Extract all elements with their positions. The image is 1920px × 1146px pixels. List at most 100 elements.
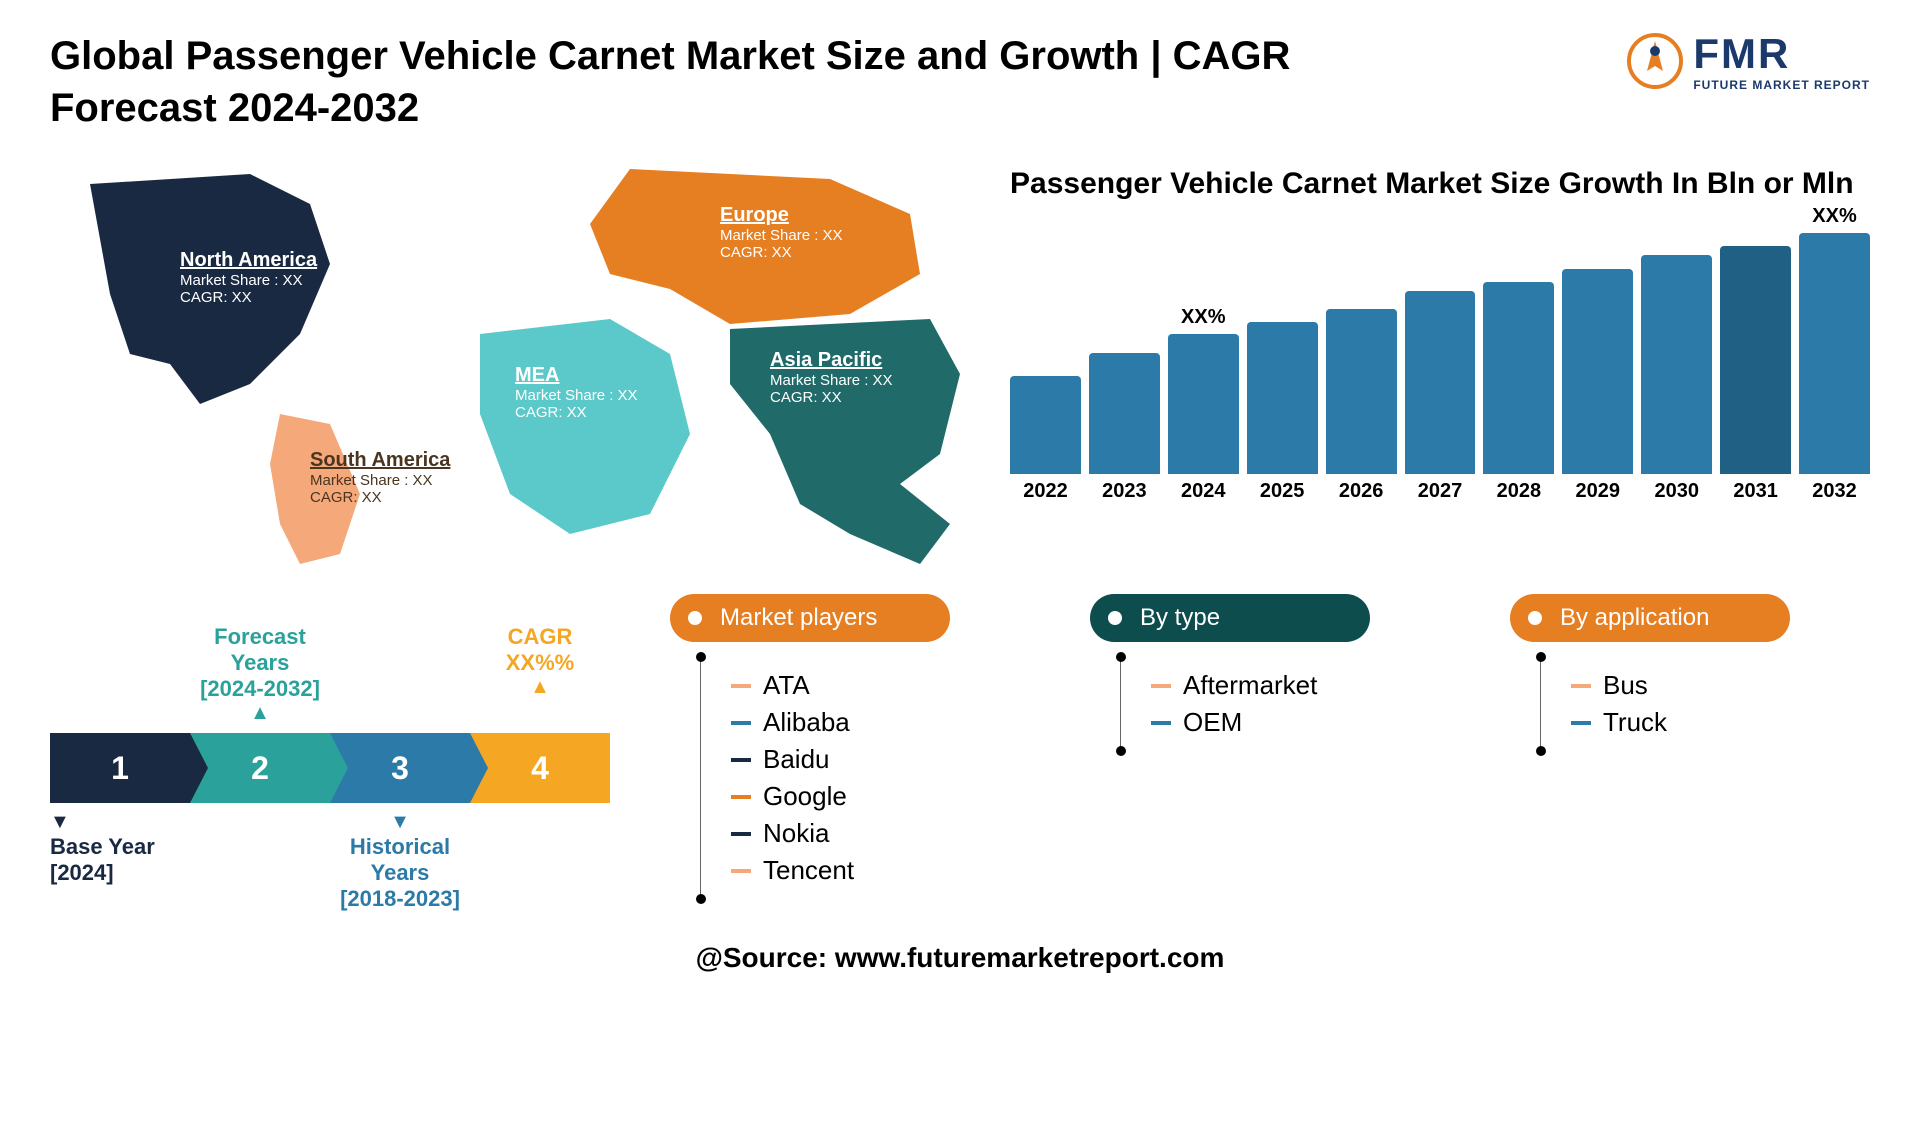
bottom-row: Forecast Years [2024-2032] ▲ CAGR XX%% ▲…	[50, 594, 1870, 912]
region-sa-share: Market Share : XX	[310, 472, 450, 489]
bar-year-label: 2022	[1023, 480, 1068, 503]
chart-bar	[1168, 334, 1239, 474]
logo-sub: FUTURE MARKET REPORT	[1693, 78, 1870, 92]
timeline-labels-bot: ▼ Base Year [2024] ▼ Historical Years [2…	[50, 811, 610, 912]
bar-chart: 20222023XX%20242025202620272028202920302…	[1010, 223, 1870, 503]
by-type-header: By type	[1090, 594, 1370, 642]
triangle-down-icon: ▲	[470, 676, 610, 699]
list-item: Aftermarket	[1151, 667, 1450, 704]
region-sa: South America Market Share : XX CAGR: XX	[310, 449, 450, 506]
bar-wrap: 2023	[1089, 353, 1160, 503]
bar-wrap: 2030	[1641, 255, 1712, 503]
list-item: Nokia	[731, 815, 1030, 852]
timeline-bar: 1 2 3 4	[50, 733, 610, 803]
list-item-label: Nokia	[763, 818, 829, 849]
region-na-cagr: CAGR: XX	[180, 289, 317, 306]
region-eu: Europe Market Share : XX CAGR: XX	[720, 204, 843, 261]
bar-annotation: XX%	[1181, 306, 1225, 329]
market-players-list: ATA Alibaba Baidu Google Nokia Tencent	[700, 657, 1030, 899]
list-item: OEM	[1151, 704, 1450, 741]
historical-label: ▼ Historical Years [2018-2023]	[330, 811, 470, 912]
tick-icon	[731, 721, 751, 725]
cagr-label: CAGR XX%% ▲	[470, 624, 610, 725]
bar-year-label: 2026	[1339, 480, 1384, 503]
region-eu-cagr: CAGR: XX	[720, 244, 843, 261]
list-item-label: Google	[763, 781, 847, 812]
tick-icon	[731, 758, 751, 762]
bar-year-label: 2024	[1181, 480, 1226, 503]
logo-main: FMR	[1693, 30, 1870, 78]
region-mea-name: MEA	[515, 364, 638, 387]
bar-wrap: XX%2024	[1168, 334, 1239, 503]
timeline-seg-2: 2	[190, 733, 330, 803]
region-ap-name: Asia Pacific	[770, 349, 893, 372]
chart-bar	[1405, 291, 1476, 474]
logo-block: FMR FUTURE MARKET REPORT	[1625, 30, 1870, 92]
bar-wrap: 2026	[1326, 309, 1397, 503]
by-type-list: AftermarketOEM	[1120, 657, 1450, 751]
region-mea-share: Market Share : XX	[515, 387, 638, 404]
list-item: Google	[731, 778, 1030, 815]
market-players-column: Market players ATA Alibaba Baidu Google Noki…	[670, 594, 1030, 912]
list-item-label: OEM	[1183, 707, 1242, 738]
bar-wrap: 2025	[1247, 322, 1318, 503]
bar-wrap: 2027	[1405, 291, 1476, 503]
list-item: Truck	[1571, 704, 1870, 741]
timeline-seg-4: 4	[470, 733, 610, 803]
region-ap-cagr: CAGR: XX	[770, 389, 893, 406]
chart-bar	[1483, 282, 1554, 474]
market-players-header: Market players	[670, 594, 950, 642]
triangle-down-icon: ▲	[190, 702, 330, 725]
bar-year-label: 2030	[1654, 480, 1699, 503]
list-item-label: Alibaba	[763, 707, 850, 738]
fmr-logo-icon	[1625, 31, 1685, 91]
bar-year-label: 2027	[1418, 480, 1463, 503]
forecast-label: Forecast Years [2024-2032] ▲	[190, 624, 330, 725]
bar-wrap: XX%2032	[1799, 233, 1870, 503]
tick-icon	[1571, 684, 1591, 688]
chart-bar	[1326, 309, 1397, 474]
bar-year-label: 2032	[1812, 480, 1857, 503]
list-item: Baidu	[731, 741, 1030, 778]
region-sa-cagr: CAGR: XX	[310, 489, 450, 506]
bar-annotation: XX%	[1812, 205, 1856, 228]
chart-bar	[1562, 269, 1633, 474]
tick-icon	[731, 684, 751, 688]
by-application-column: By application BusTruck	[1510, 594, 1870, 912]
list-item-label: Tencent	[763, 855, 854, 886]
timeline-labels-top: Forecast Years [2024-2032] ▲ CAGR XX%% ▲	[50, 624, 610, 725]
by-application-list: BusTruck	[1540, 657, 1870, 751]
bar-year-label: 2029	[1576, 480, 1621, 503]
chart-bar	[1247, 322, 1318, 474]
by-application-header: By application	[1510, 594, 1790, 642]
list-item-label: ATA	[763, 670, 810, 701]
region-na-name: North America	[180, 249, 317, 272]
list-item: Tencent	[731, 852, 1030, 889]
region-na-share: Market Share : XX	[180, 272, 317, 289]
chart-bar	[1010, 376, 1081, 474]
page-title: Global Passenger Vehicle Carnet Market S…	[50, 30, 1450, 134]
world-map: North America Market Share : XX CAGR: XX…	[50, 154, 970, 574]
list-item-label: Baidu	[763, 744, 830, 775]
tick-icon	[1571, 721, 1591, 725]
timeline-seg-3: 3	[330, 733, 470, 803]
header-section: Global Passenger Vehicle Carnet Market S…	[50, 30, 1870, 134]
triangle-down-icon: ▼	[330, 811, 470, 834]
bar-year-label: 2025	[1260, 480, 1305, 503]
bar-wrap: 2029	[1562, 269, 1633, 503]
bar-wrap: 2028	[1483, 282, 1554, 503]
region-mea: MEA Market Share : XX CAGR: XX	[515, 364, 638, 421]
content-row: North America Market Share : XX CAGR: XX…	[50, 154, 1870, 574]
region-eu-share: Market Share : XX	[720, 227, 843, 244]
list-item-label: Bus	[1603, 670, 1648, 701]
region-eu-name: Europe	[720, 204, 843, 227]
region-sa-name: South America	[310, 449, 450, 472]
timeline-section: Forecast Years [2024-2032] ▲ CAGR XX%% ▲…	[50, 624, 610, 912]
chart-bar	[1799, 233, 1870, 474]
bar-wrap: 2022	[1010, 376, 1081, 503]
bar-year-label: 2031	[1733, 480, 1778, 503]
tick-icon	[731, 832, 751, 836]
tick-icon	[731, 795, 751, 799]
list-item: Bus	[1571, 667, 1870, 704]
region-mea-cagr: CAGR: XX	[515, 404, 638, 421]
